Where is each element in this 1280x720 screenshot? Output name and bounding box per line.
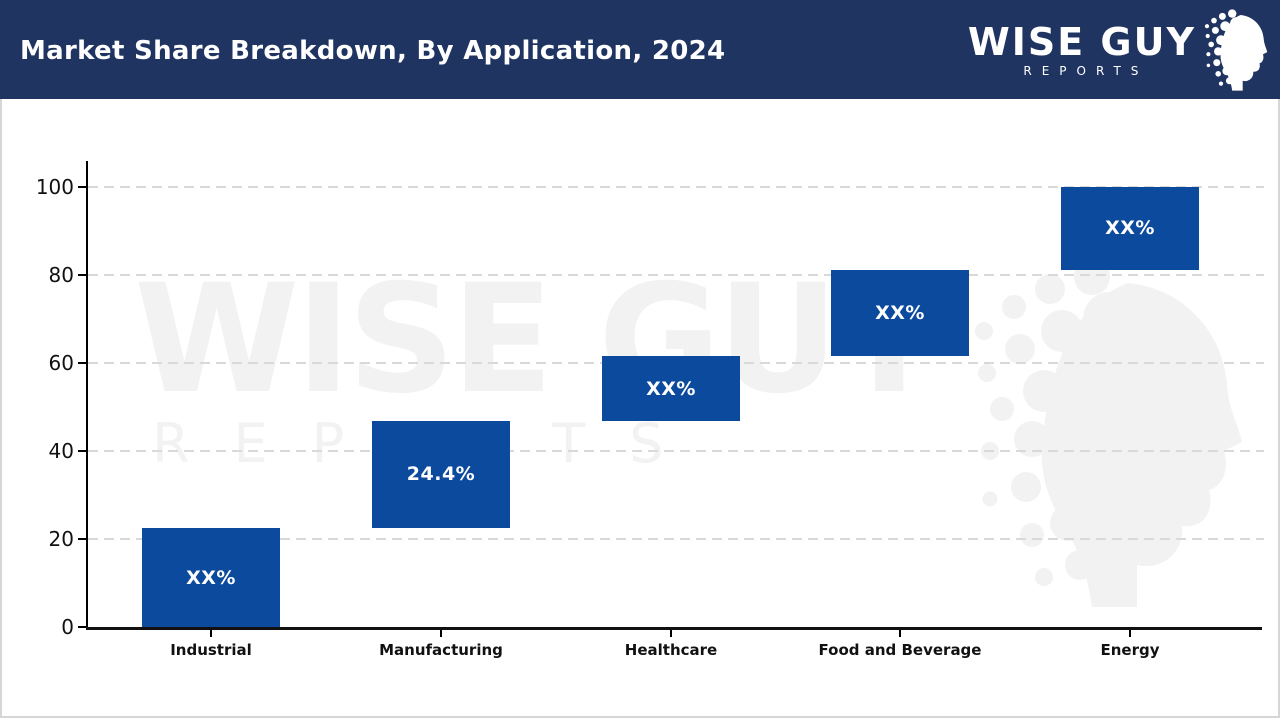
bar-industrial: XX%	[142, 528, 280, 627]
bar-value-label: XX%	[1105, 217, 1155, 240]
gridline-40	[88, 450, 1264, 452]
bar-food-and-beverage: XX%	[831, 269, 969, 357]
x-tick-mark	[210, 630, 212, 637]
x-tick-label-energy: Energy	[1100, 641, 1160, 659]
x-tick-label-healthcare: Healthcare	[624, 641, 718, 659]
x-tick-label-industrial: Industrial	[170, 641, 252, 659]
y-tick-label: 0	[61, 615, 74, 639]
brand-name: WISE GUY	[967, 20, 1196, 64]
page-title: Market Share Breakdown, By Application, …	[20, 36, 726, 66]
y-tick-mark	[78, 274, 86, 276]
bar-value-label: XX%	[186, 566, 236, 589]
x-tick-mark	[1129, 630, 1131, 637]
y-tick-mark	[78, 186, 86, 188]
y-tick-label: 20	[48, 527, 74, 551]
x-tick-label-manufacturing: Manufacturing	[379, 641, 503, 659]
bar-value-label: XX%	[646, 377, 696, 400]
y-axis-line	[86, 161, 88, 629]
bar-manufacturing: 24.4%	[372, 420, 510, 528]
bar-healthcare: XX%	[602, 356, 740, 421]
bar-value-label: 24.4%	[406, 463, 476, 486]
gridline-20	[88, 538, 1264, 540]
x-axis-line	[86, 627, 1262, 630]
chart-area: WISE GUY REPORTS 020406080100XX%Industri…	[0, 99, 1280, 718]
y-tick-label: 100	[35, 175, 74, 199]
y-tick-mark	[78, 362, 86, 364]
dotted-head-icon	[1200, 8, 1270, 92]
header-bar: Market Share Breakdown, By Application, …	[0, 0, 1280, 99]
y-tick-label: 40	[48, 439, 74, 463]
y-tick-mark	[78, 626, 86, 628]
plot-area: 0 20 40 60 80 100 XX% Industrial 24.4% Manufactur…	[2, 99, 1278, 716]
brand-subname: REPORTS	[1023, 64, 1149, 78]
x-tick-mark	[440, 630, 442, 637]
y-tick-label: 60	[48, 351, 74, 375]
y-tick-mark	[78, 538, 86, 540]
x-tick-label-food-and-beverage: Food and Beverage	[818, 641, 982, 659]
y-tick-label: 80	[48, 263, 74, 287]
bar-value-label: XX%	[875, 302, 925, 325]
y-tick-mark	[78, 450, 86, 452]
gridline-100	[88, 186, 1264, 188]
gridline-80	[88, 274, 1264, 276]
x-tick-mark	[899, 630, 901, 637]
bar-energy: XX%	[1061, 187, 1199, 270]
x-tick-mark	[670, 630, 672, 637]
brand-logo-text: WISE GUY REPORTS	[968, 23, 1196, 77]
brand-logo: WISE GUY REPORTS	[968, 5, 1270, 95]
